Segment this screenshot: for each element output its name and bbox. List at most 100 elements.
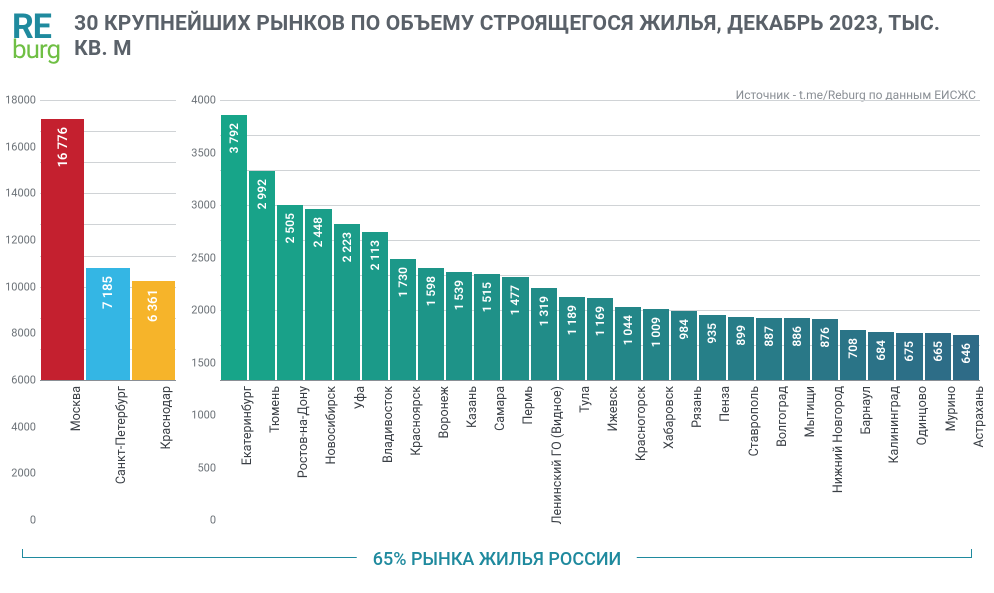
left-xlabels: Москва Санкт-ПетербургКраснодар <box>40 380 176 520</box>
bar: 2 113 <box>362 232 388 380</box>
bar-slot: 1 044 <box>615 100 641 380</box>
xlabel-slot: Ленинский ГО (Видное) <box>531 380 557 520</box>
y-axis-label: 18000 <box>0 94 36 107</box>
bar-slot: 2 223 <box>334 100 360 380</box>
logo-burg: burg <box>12 39 60 63</box>
y-axis-label: 12000 <box>0 233 36 246</box>
bar-value-label: 1 189 <box>565 305 579 335</box>
charts-area: 16 7767 1856 361 МоскваСанкт-ПетербургКр… <box>0 100 994 520</box>
bar-slot: 1 477 <box>502 100 528 380</box>
bar: 2 223 <box>334 224 360 380</box>
bar-value-label: 646 <box>959 343 973 364</box>
bar: 2 505 <box>277 205 303 380</box>
y-axis-label: 500 <box>180 461 216 474</box>
xlabel-slot: Одинцово <box>896 380 922 520</box>
bar-slot: 1 189 <box>559 100 585 380</box>
bar: 887 <box>756 318 782 380</box>
xlabel-slot: Санкт-Петербург <box>86 380 129 520</box>
xlabel-slot: Хабаровск <box>643 380 669 520</box>
bar-value-label: 984 <box>677 319 691 340</box>
bar-value-label: 675 <box>902 341 916 362</box>
bar-value-label: 1 169 <box>593 306 607 336</box>
xlabel-slot: Краснодар <box>132 380 175 520</box>
xlabel-slot: Астрахань <box>953 380 979 520</box>
bars-container: 16 776 7 185 6 361 <box>40 100 176 380</box>
left-chart: 16 776 7 185 6 361 Москва Санкт-ПетербургКр… <box>0 100 180 520</box>
bar-value-label: 2 448 <box>311 217 325 247</box>
bar-slot: 1 169 <box>587 100 613 380</box>
bar: 1 477 <box>502 277 528 380</box>
bar: 708 <box>840 330 866 380</box>
y-axis-label: 8000 <box>0 327 36 340</box>
y-axis-label: 16000 <box>0 140 36 153</box>
xlabel-slot: Красноярск <box>390 380 416 520</box>
bar-value-label: 7 185 <box>101 276 116 309</box>
bar: 684 <box>868 332 894 380</box>
header: RE burg 30 КРУПНЕЙШИХ РЫНКОВ ПО ОБЪЕМУ С… <box>0 0 994 63</box>
bar: 984 <box>671 311 697 380</box>
bar-slot: 684 <box>868 100 894 380</box>
bar-value-label: 935 <box>705 323 719 344</box>
y-axis-label: 0 <box>180 514 216 527</box>
bar-slot: 876 <box>812 100 838 380</box>
bar-slot: 6 361 <box>132 100 175 380</box>
xlabel-slot: Тюмень <box>249 380 275 520</box>
xlabel-slot: Калининград <box>868 380 894 520</box>
xlabel-slot: Мурино <box>925 380 951 520</box>
y-axis-label: 3000 <box>180 199 216 212</box>
xlabel-slot: Ростов-на-Дону <box>277 380 303 520</box>
bar-value-label: 1 009 <box>649 317 663 347</box>
bar-slot: 2 113 <box>362 100 388 380</box>
y-axis-label: 1000 <box>180 409 216 422</box>
xlabel-slot: Барнаул <box>840 380 866 520</box>
bar-value-label: 16 776 <box>56 127 71 167</box>
y-axis-label: 0 <box>0 514 36 527</box>
y-axis-label: 2000 <box>180 304 216 317</box>
bar: 876 <box>812 319 838 380</box>
bar-value-label: 1 319 <box>537 296 551 326</box>
bars-container: 3 7922 992 2 505 2 448 2 223 2 113 1 730 1 598… <box>220 100 980 380</box>
bar: 6 361 <box>132 281 175 380</box>
bar: 1 044 <box>615 307 641 380</box>
bar-slot: 7 185 <box>86 100 129 380</box>
bar-slot: 935 <box>699 100 725 380</box>
chart-title: 30 КРУПНЕЙШИХ РЫНКОВ ПО ОБЪЕМУ СТРОЯЩЕГО… <box>74 12 976 62</box>
bar-value-label: 1 515 <box>480 282 494 312</box>
xlabel-slot: Нижний Новгород <box>812 380 838 520</box>
bar-slot: 1 319 <box>531 100 557 380</box>
xlabel-slot: Уфа <box>334 380 360 520</box>
y-axis-label: 14000 <box>0 187 36 200</box>
bar: 665 <box>925 333 951 380</box>
bar: 1 598 <box>418 268 444 380</box>
bar-value-label: 1 730 <box>396 267 410 297</box>
bar-value-label: 2 223 <box>340 232 354 262</box>
right-xlabels: ЕкатеринбургТюменьРостов-на-ДонуНовосиби… <box>220 380 980 520</box>
bar: 3 792 <box>221 115 247 380</box>
y-axis-label: 6000 <box>0 373 36 386</box>
bar-value-label: 899 <box>734 325 748 346</box>
bar: 1 189 <box>559 297 585 380</box>
x-axis-label: Санкт-Петербург <box>114 386 129 484</box>
xlabel-slot: Екатеринбург <box>221 380 247 520</box>
logo: RE burg <box>12 12 60 63</box>
bar-value-label: 1 044 <box>621 315 635 345</box>
bar: 899 <box>728 317 754 380</box>
xlabel-slot: Мытищи <box>784 380 810 520</box>
bar-slot: 16 776 <box>41 100 84 380</box>
xlabel-slot: Самара <box>474 380 500 520</box>
xlabel-slot: Ижевск <box>587 380 613 520</box>
bar-slot: 2 505 <box>277 100 303 380</box>
bar: 646 <box>953 335 979 380</box>
y-axis-label: 3500 <box>180 146 216 159</box>
bar-slot: 675 <box>896 100 922 380</box>
bar-slot: 1 009 <box>643 100 669 380</box>
bar-slot: 1 515 <box>474 100 500 380</box>
bar: 2 992 <box>249 171 275 380</box>
bar-slot: 984 <box>671 100 697 380</box>
bar-value-label: 887 <box>762 326 776 347</box>
bar-slot: 887 <box>756 100 782 380</box>
bar-value-label: 2 505 <box>283 213 297 243</box>
bar-value-label: 876 <box>818 327 832 348</box>
xlabel-slot: Москва <box>41 380 84 520</box>
bar-value-label: 1 477 <box>508 285 522 315</box>
